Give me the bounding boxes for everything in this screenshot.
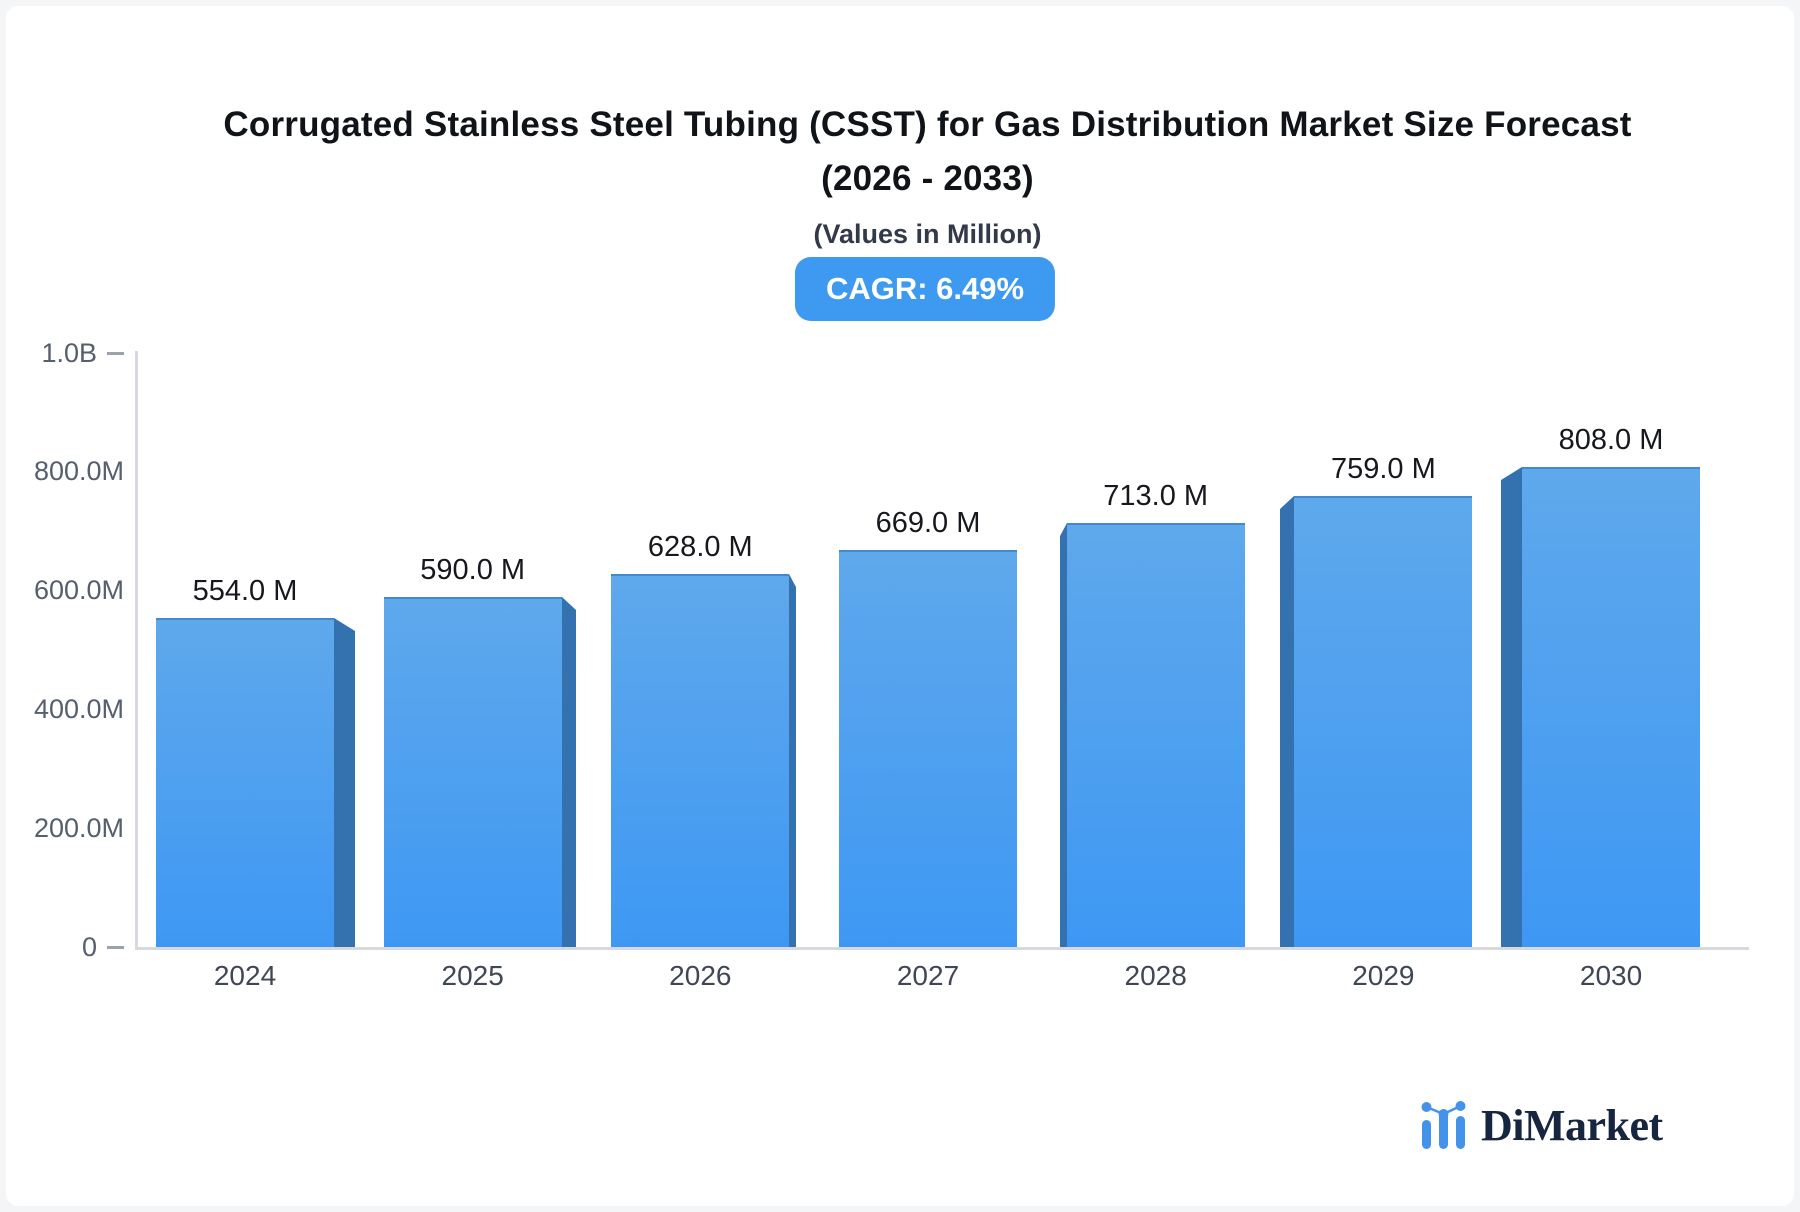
x-axis-label-2025: 2025 [441, 960, 504, 991]
bar-2029[interactable] [1294, 496, 1472, 947]
bar-side-face-2024 [334, 618, 355, 947]
y-axis-tick-mark [107, 351, 124, 355]
bar-side-face-2029 [1280, 496, 1294, 947]
y-axis-tick: 200.0M [6, 813, 124, 843]
chart-title-line1: Corrugated Stainless Steel Tubing (CSST)… [223, 105, 1632, 144]
bar-value-label-2027: 669.0 M [875, 507, 981, 539]
y-axis-tick-label: 400.0M [33, 693, 124, 724]
bar-2024[interactable] [156, 618, 334, 947]
bar-side-face-2030 [1501, 467, 1522, 947]
cagr-badge: CAGR: 6.49% [794, 257, 1056, 321]
bar-side-face-2028 [1060, 523, 1067, 947]
plot-area: 1.0B 800.0M 600.0M 400.0M 200.0M 0 554.0 M 2024… [6, 6, 1794, 1206]
bar-value-label-2029: 759.0 M [1330, 453, 1436, 485]
y-axis-tick: 0 [6, 932, 124, 962]
mini-bar-chart-icon [1421, 1101, 1466, 1149]
y-axis-tick-label: 600.0M [33, 575, 124, 606]
y-axis-tick-label: 0 [81, 931, 97, 962]
bar-value-label-2028: 713.0 M [1103, 480, 1209, 512]
bar-2025[interactable] [384, 597, 562, 947]
x-axis-label-2027: 2027 [896, 960, 960, 991]
chart-subtitle: (Values in Million) [813, 219, 1042, 249]
x-axis-line [135, 947, 1749, 950]
bar-2027[interactable] [839, 550, 1017, 947]
bar-2030[interactable] [1522, 467, 1700, 947]
bar-side-face-2025 [562, 597, 576, 947]
brand-logo: DiMarket [1420, 1099, 1663, 1151]
y-axis-tick-label: 1.0B [41, 337, 97, 368]
y-axis-tick-label: 200.0M [33, 812, 124, 843]
bar-2026[interactable] [611, 574, 789, 947]
y-axis-tick: 600.0M [6, 575, 124, 606]
x-axis-label-2024: 2024 [213, 960, 277, 991]
x-axis-label-2029: 2029 [1352, 960, 1415, 991]
y-axis-tick: 800.0M [6, 456, 124, 487]
bar-value-label-2025: 590.0 M [420, 554, 526, 586]
bar-side-face-2026 [789, 574, 796, 947]
x-axis-label-2026: 2026 [669, 960, 732, 991]
bar-value-label-2030: 808.0 M [1558, 424, 1664, 456]
y-axis-tick-mark [107, 945, 124, 949]
bar-value-label-2024: 554.0 M [192, 575, 298, 607]
x-axis-label-2028: 2028 [1124, 960, 1187, 991]
y-axis-line [135, 351, 138, 950]
y-axis-tick: 400.0M [6, 694, 124, 724]
x-axis-label-2030: 2030 [1579, 960, 1643, 991]
chart-title-line2: (2026 - 2033) [821, 159, 1034, 198]
brand-name: DiMarket [1481, 1100, 1663, 1150]
bar-2028[interactable] [1067, 523, 1245, 947]
y-axis-tick-label: 800.0M [33, 456, 124, 487]
bar-value-label-2026: 628.0 M [647, 531, 753, 563]
chart-card: Corrugated Stainless Steel Tubing (CSST)… [6, 6, 1794, 1206]
y-axis-tick: 1.0B [6, 338, 124, 368]
